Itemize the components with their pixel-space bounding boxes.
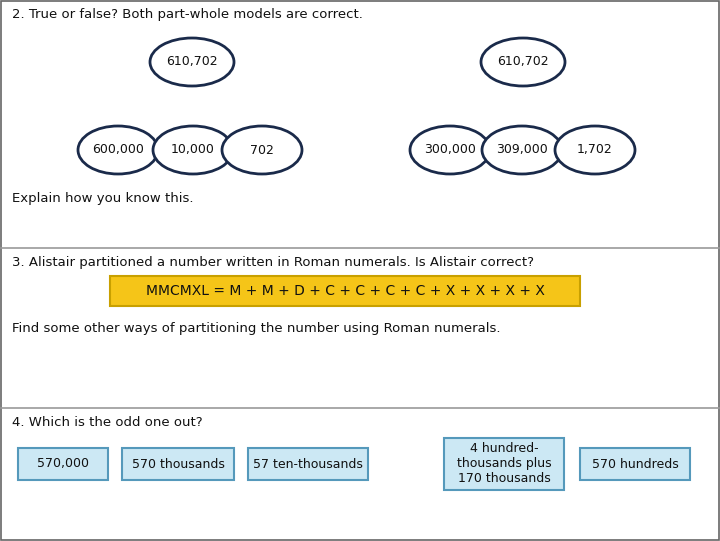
Text: Find some other ways of partitioning the number using Roman numerals.: Find some other ways of partitioning the… bbox=[12, 322, 500, 335]
Ellipse shape bbox=[555, 126, 635, 174]
Text: 57 ten-thousands: 57 ten-thousands bbox=[253, 458, 363, 471]
Text: 570 hundreds: 570 hundreds bbox=[592, 458, 678, 471]
Text: 2. True or false? Both part-whole models are correct.: 2. True or false? Both part-whole models… bbox=[12, 8, 363, 21]
Ellipse shape bbox=[410, 126, 490, 174]
Text: 1,702: 1,702 bbox=[577, 143, 613, 156]
Text: 3. Alistair partitioned a number written in Roman numerals. Is Alistair correct?: 3. Alistair partitioned a number written… bbox=[12, 256, 534, 269]
Text: 570,000: 570,000 bbox=[37, 458, 89, 471]
Ellipse shape bbox=[481, 38, 565, 86]
Text: MMCMXL = M + M + D + C + C + C + C + X + X + X + X: MMCMXL = M + M + D + C + C + C + C + X +… bbox=[145, 284, 544, 298]
Text: 4. Which is the odd one out?: 4. Which is the odd one out? bbox=[12, 416, 202, 429]
FancyBboxPatch shape bbox=[444, 438, 564, 490]
Text: 10,000: 10,000 bbox=[171, 143, 215, 156]
Text: 610,702: 610,702 bbox=[166, 56, 218, 69]
Text: 309,000: 309,000 bbox=[496, 143, 548, 156]
FancyBboxPatch shape bbox=[122, 448, 234, 480]
Text: 300,000: 300,000 bbox=[424, 143, 476, 156]
FancyBboxPatch shape bbox=[248, 448, 368, 480]
Text: Explain how you know this.: Explain how you know this. bbox=[12, 192, 194, 205]
Ellipse shape bbox=[482, 126, 562, 174]
Text: 702: 702 bbox=[250, 143, 274, 156]
Ellipse shape bbox=[78, 126, 158, 174]
Text: 4 hundred-
thousands plus
170 thousands: 4 hundred- thousands plus 170 thousands bbox=[456, 443, 552, 485]
Ellipse shape bbox=[150, 38, 234, 86]
Ellipse shape bbox=[222, 126, 302, 174]
Text: 570 thousands: 570 thousands bbox=[132, 458, 225, 471]
Ellipse shape bbox=[153, 126, 233, 174]
Text: 600,000: 600,000 bbox=[92, 143, 144, 156]
FancyBboxPatch shape bbox=[18, 448, 108, 480]
FancyBboxPatch shape bbox=[580, 448, 690, 480]
FancyBboxPatch shape bbox=[110, 276, 580, 306]
Text: 610,702: 610,702 bbox=[498, 56, 549, 69]
